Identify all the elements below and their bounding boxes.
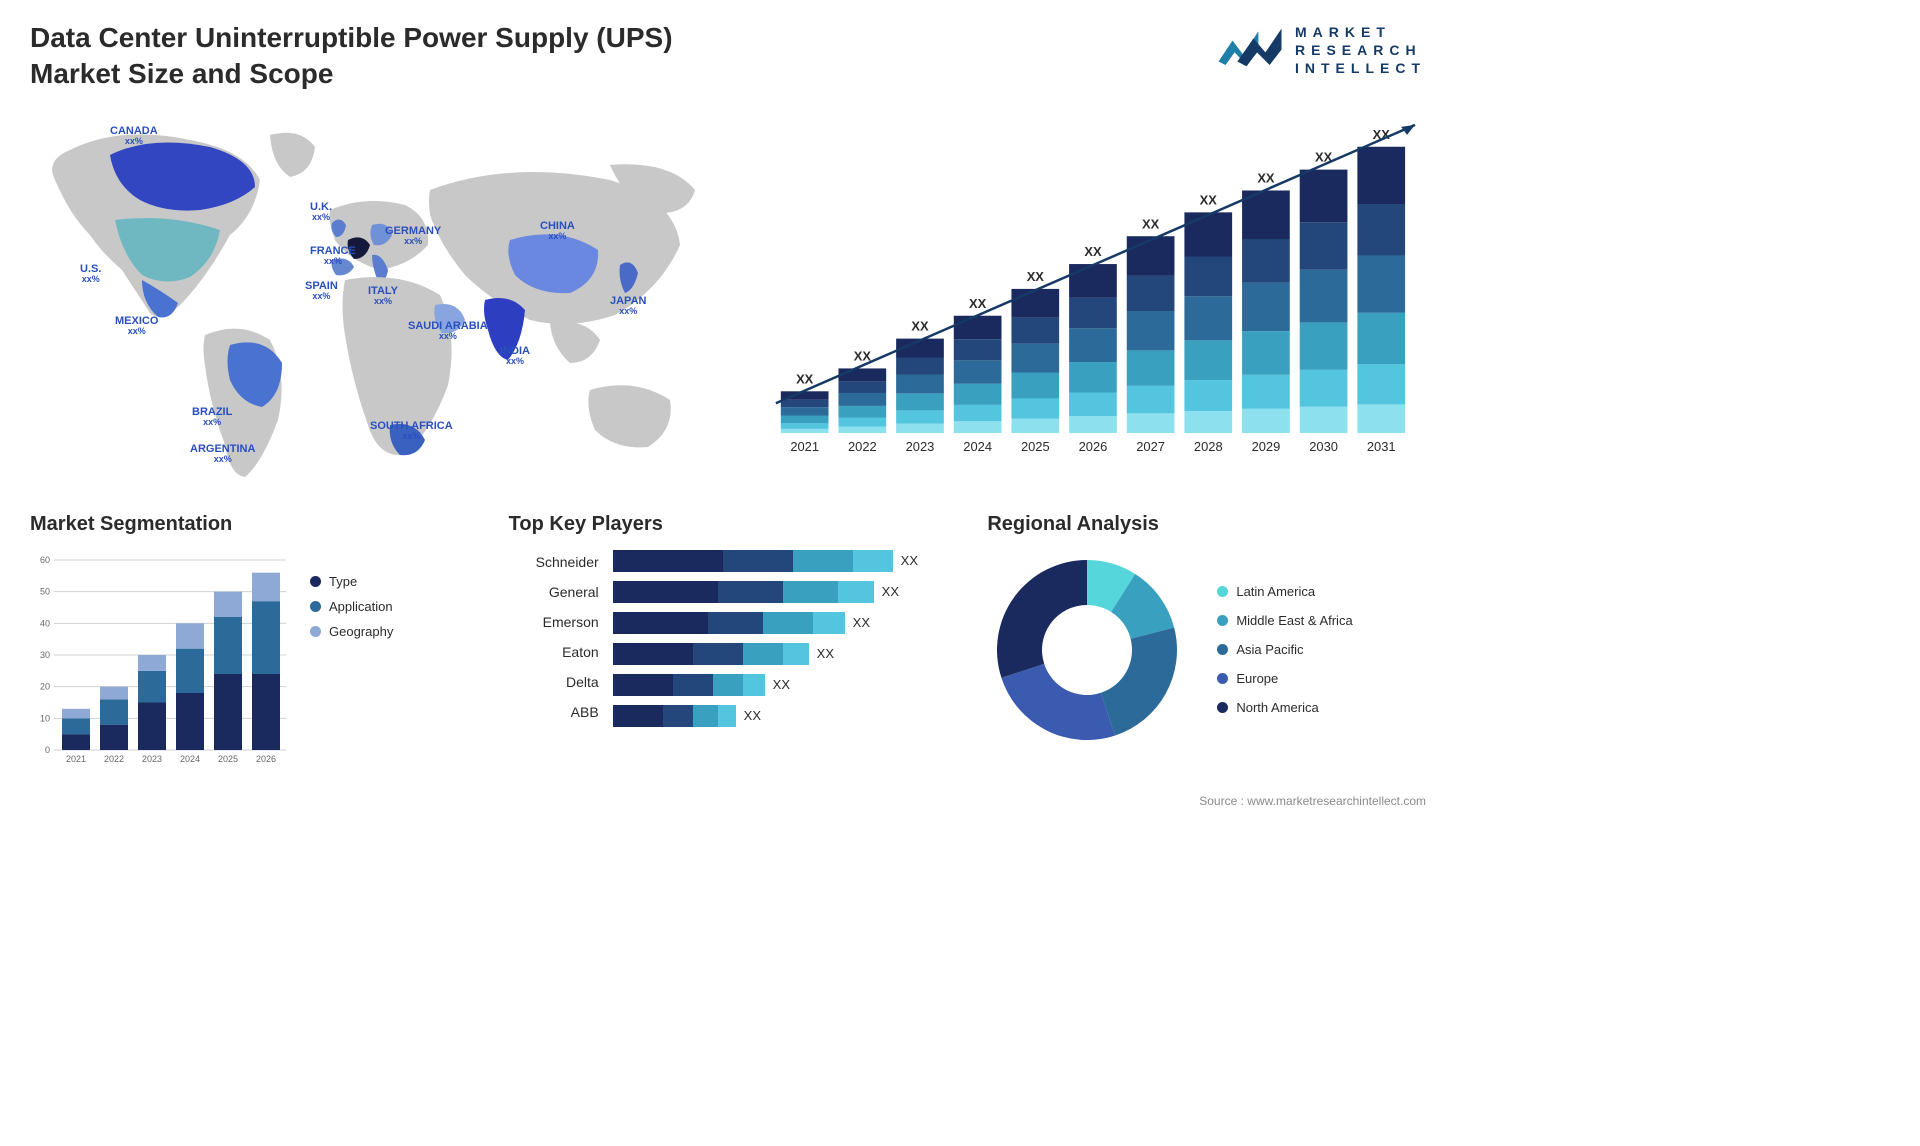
player-label: Eaton xyxy=(562,644,599,660)
map-label-us: U.S.xx% xyxy=(80,263,101,285)
svg-text:2024: 2024 xyxy=(963,439,992,454)
svg-text:2023: 2023 xyxy=(906,439,935,454)
segmentation-panel: Market Segmentation 0 10 20 30 40 50 60 2021 202… xyxy=(30,513,469,770)
svg-text:XX: XX xyxy=(854,348,872,363)
regional-title: Regional Analysis xyxy=(987,513,1426,536)
brand-logo: MARKET RESEARCH INTELLECT xyxy=(1215,20,1426,80)
player-label: Delta xyxy=(566,674,599,690)
svg-text:30: 30 xyxy=(40,650,50,660)
map-label-china: CHINAxx% xyxy=(540,220,575,242)
segmentation-title: Market Segmentation xyxy=(30,513,469,536)
player-label: Schneider xyxy=(536,554,599,570)
growth-bar-chart: XX 2021 XX 2022 XX 2023 XX 2024 XX 2025 XX 2026 XX 20… xyxy=(750,105,1426,485)
player-bar-row: XX xyxy=(613,643,948,665)
svg-text:2021: 2021 xyxy=(66,754,86,764)
svg-text:2025: 2025 xyxy=(1021,439,1050,454)
legend-item: Europe xyxy=(1217,671,1352,686)
map-label-spain: SPAINxx% xyxy=(305,280,338,302)
legend-item: Geography xyxy=(310,624,393,639)
map-label-japan: JAPANxx% xyxy=(610,295,646,317)
logo-mark-icon xyxy=(1215,20,1285,80)
page-title: Data Center Uninterruptible Power Supply… xyxy=(30,20,730,93)
player-bar-row: XX xyxy=(613,612,948,634)
svg-text:2028: 2028 xyxy=(1194,439,1223,454)
player-label: ABB xyxy=(571,704,599,720)
player-bar-row: XX xyxy=(613,674,948,696)
map-label-argentina: ARGENTINAxx% xyxy=(190,443,255,465)
svg-text:2031: 2031 xyxy=(1367,439,1396,454)
player-bar-row: XX xyxy=(613,581,948,603)
svg-text:2027: 2027 xyxy=(1136,439,1165,454)
player-label: Emerson xyxy=(543,614,599,630)
players-title: Top Key Players xyxy=(509,513,948,536)
player-labels: Schneider General Emerson Eaton Delta ABB xyxy=(509,550,599,727)
svg-text:XX: XX xyxy=(796,371,814,386)
map-label-saudiarabia: SAUDI ARABIAxx% xyxy=(408,320,488,342)
legend-item: Latin America xyxy=(1217,584,1352,599)
world-map: CANADAxx% U.S.xx% MEXICOxx% BRAZILxx% ARGENT… xyxy=(30,105,710,495)
svg-text:2026: 2026 xyxy=(1079,439,1108,454)
svg-text:2030: 2030 xyxy=(1309,439,1338,454)
svg-text:10: 10 xyxy=(40,713,50,723)
map-label-france: FRANCExx% xyxy=(310,245,356,267)
map-label-india: INDIAxx% xyxy=(500,345,530,367)
source-attribution: Source : www.marketresearchintellect.com xyxy=(1199,794,1426,808)
svg-text:XX: XX xyxy=(1027,269,1045,284)
player-label: General xyxy=(549,584,599,600)
svg-text:2025: 2025 xyxy=(218,754,238,764)
regional-donut-chart xyxy=(987,550,1187,750)
svg-text:XX: XX xyxy=(1142,216,1160,231)
svg-text:2021: 2021 xyxy=(790,439,819,454)
map-label-southafrica: SOUTH AFRICAxx% xyxy=(370,420,453,442)
svg-text:XX: XX xyxy=(1084,244,1102,259)
segmentation-legend: Type Application Geography xyxy=(310,550,393,770)
map-label-mexico: MEXICOxx% xyxy=(115,315,158,337)
legend-item: North America xyxy=(1217,700,1352,715)
svg-text:2022: 2022 xyxy=(848,439,877,454)
map-label-germany: GERMANYxx% xyxy=(385,225,441,247)
svg-text:2026: 2026 xyxy=(256,754,276,764)
legend-item: Type xyxy=(310,574,393,589)
svg-text:2024: 2024 xyxy=(180,754,200,764)
regional-legend: Latin America Middle East & Africa Asia Pa… xyxy=(1217,584,1352,715)
svg-text:40: 40 xyxy=(40,618,50,628)
map-label-italy: ITALYxx% xyxy=(368,285,398,307)
svg-text:XX: XX xyxy=(911,318,929,333)
map-label-uk: U.K.xx% xyxy=(310,201,332,223)
player-bars: XX XX XX XX XX XX xyxy=(613,550,948,727)
players-panel: Top Key Players Schneider General Emerson E… xyxy=(509,513,948,770)
map-label-canada: CANADAxx% xyxy=(110,125,158,147)
svg-text:0: 0 xyxy=(45,745,50,755)
svg-text:XX: XX xyxy=(1200,192,1218,207)
regional-panel: Regional Analysis Latin America Middle Ea… xyxy=(987,513,1426,770)
legend-item: Application xyxy=(310,599,393,614)
logo-text: MARKET RESEARCH INTELLECT xyxy=(1295,23,1426,78)
legend-item: Middle East & Africa xyxy=(1217,613,1352,628)
player-bar-row: XX xyxy=(613,705,948,727)
segmentation-chart: 0 10 20 30 40 50 60 2021 2022 2023 2024 2025 2026 xyxy=(30,550,290,770)
svg-text:2023: 2023 xyxy=(142,754,162,764)
svg-text:2029: 2029 xyxy=(1252,439,1281,454)
svg-text:2022: 2022 xyxy=(104,754,124,764)
player-bar-row: XX xyxy=(613,550,948,572)
svg-text:XX: XX xyxy=(1257,170,1275,185)
legend-item: Asia Pacific xyxy=(1217,642,1352,657)
map-label-brazil: BRAZILxx% xyxy=(192,406,232,428)
svg-text:50: 50 xyxy=(40,586,50,596)
svg-text:20: 20 xyxy=(40,681,50,691)
svg-text:60: 60 xyxy=(40,555,50,565)
svg-text:XX: XX xyxy=(969,296,987,311)
